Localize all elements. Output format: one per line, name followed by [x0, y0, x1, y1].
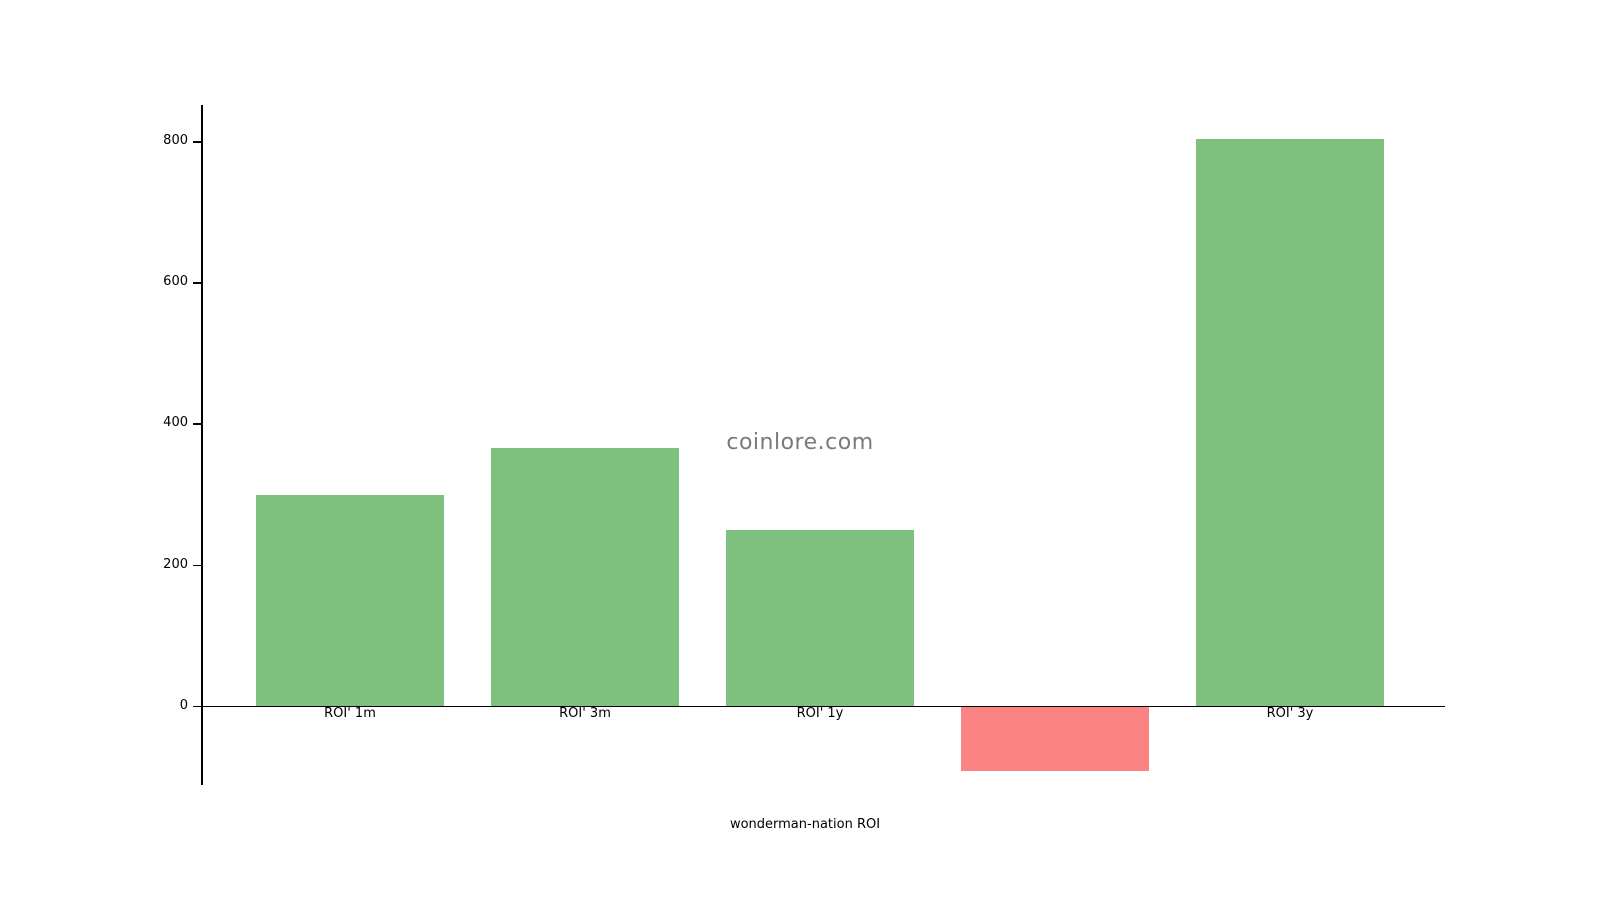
bar-negative-unlabeled [961, 707, 1149, 771]
x-axis-zero-line [201, 705, 1445, 708]
y-tick-mark-600 [193, 282, 201, 284]
bar-roi-1y [726, 530, 914, 706]
y-tick-label-600: 600 [163, 274, 188, 290]
y-tick-label-400: 400 [163, 415, 188, 431]
y-tick-label-800: 800 [163, 133, 188, 148]
x-label-roi-3m: ROI' 3m [559, 706, 611, 722]
y-tick-label-0: 0 [179, 697, 188, 713]
y-axis-spine [201, 105, 203, 785]
x-label-roi-3y: ROI' 3y [1266, 706, 1314, 722]
y-tick-mark-200 [193, 564, 201, 567]
bar-roi-1m [256, 494, 444, 706]
y-tick-mark-800 [193, 141, 201, 143]
x-label-roi-1y: ROI' 1y [796, 706, 844, 722]
watermark: coinlore.com [726, 430, 874, 455]
y-tick-mark-0 [193, 705, 201, 708]
bar-roi-3y [1196, 138, 1384, 706]
y-tick-mark-400 [193, 423, 201, 425]
x-label-roi-1m: ROI' 1m [324, 706, 376, 722]
y-tick-label-200: 200 [163, 556, 188, 572]
chart-title: wonderman-nation ROI [729, 817, 881, 832]
bar-roi-3m [491, 448, 679, 706]
